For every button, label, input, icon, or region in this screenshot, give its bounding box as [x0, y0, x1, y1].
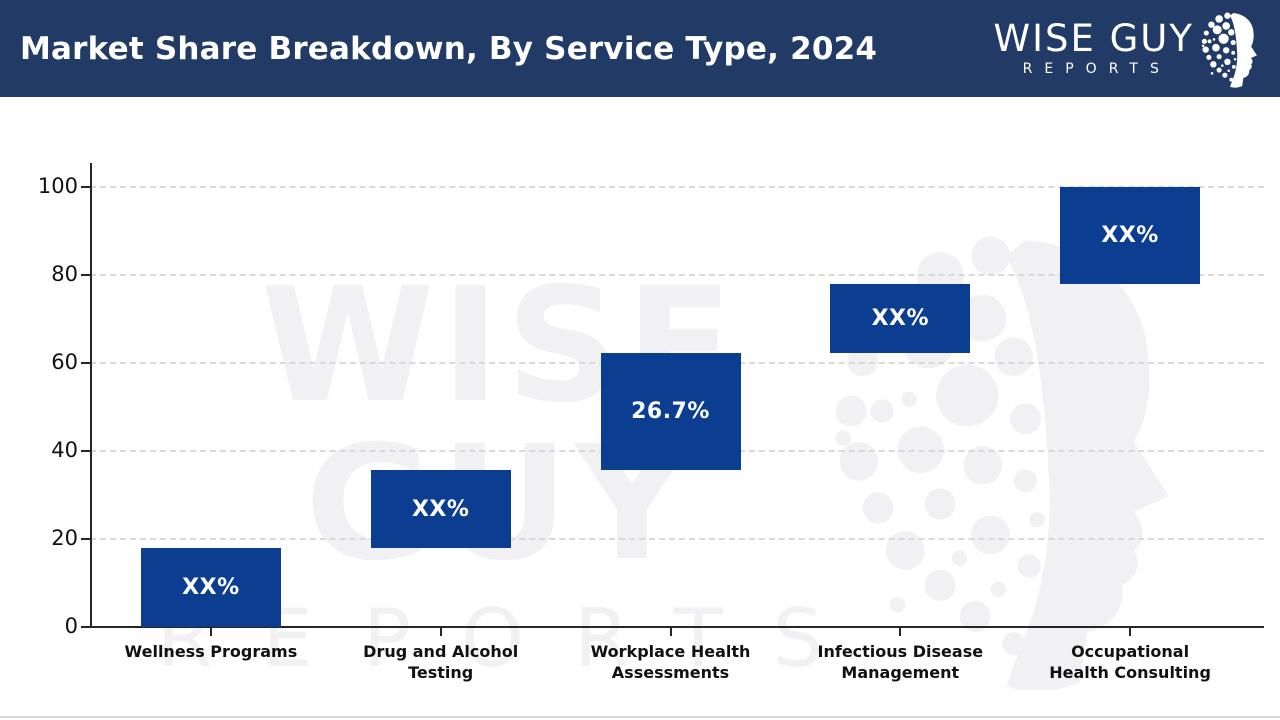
x-category-label-line: Drug and Alcohol	[363, 642, 519, 661]
header: Market Share Breakdown, By Service Type,…	[0, 0, 1280, 97]
bar: 26.7%	[600, 352, 741, 471]
x-category-label-line: Wellness Programs	[124, 642, 298, 661]
y-tick-label: 40	[51, 438, 78, 462]
gridline	[90, 186, 1264, 188]
x-tick-mark	[1129, 627, 1132, 636]
gridline	[90, 538, 1264, 540]
page-title: Market Share Breakdown, By Service Type,…	[20, 30, 878, 67]
x-tick-mark	[669, 627, 672, 636]
x-category-label-line: Infectious Disease	[817, 642, 984, 661]
x-category-label-line: Health Consulting	[1049, 663, 1211, 682]
y-tick-mark	[81, 450, 90, 452]
logo-face-icon	[1201, 12, 1257, 88]
x-category-label: Occupational Health Consulting	[1015, 641, 1245, 683]
bar: XX%	[1060, 187, 1201, 284]
x-axis-line	[90, 626, 1264, 628]
x-tick-mark	[899, 627, 902, 636]
bar: XX%	[140, 547, 281, 627]
x-category-label: Wellness Programs	[96, 641, 326, 662]
y-tick-label: 100	[37, 174, 78, 198]
x-tick-mark	[439, 627, 442, 636]
bar: XX%	[370, 470, 511, 548]
gridline	[90, 274, 1264, 276]
bar-value-label: XX%	[1101, 222, 1159, 248]
bar-value-label: XX%	[182, 574, 240, 600]
bar: XX%	[830, 283, 971, 353]
x-category-label-line: Management	[841, 663, 960, 682]
bar-value-label: XX%	[411, 496, 470, 522]
y-tick-mark	[81, 274, 90, 276]
logo-wordmark: WISE GUY	[993, 17, 1194, 60]
brand-logo: WISE GUY REPORTS	[994, 10, 1262, 88]
bar-value-label: XX%	[871, 305, 930, 331]
bar-value-label: 26.7%	[631, 399, 710, 425]
logo-text: WISE GUY REPORTS	[994, 20, 1194, 77]
x-category-label-line: Assessments	[611, 663, 730, 682]
y-tick-label: 80	[51, 262, 78, 286]
x-category-label: Workplace Health Assessments	[556, 641, 786, 683]
y-tick-label: 0	[64, 614, 78, 638]
plot-area: 0 20 40 60 80 100 XX% Wellness Programs XX% Drug …	[0, 97, 1280, 717]
y-tick-mark	[81, 538, 90, 540]
x-category-label: Drug and Alcohol Testing	[326, 641, 556, 683]
x-category-label-line: Occupational	[1071, 642, 1190, 661]
y-axis-line	[90, 163, 92, 628]
chart-area: WISE GUY REPORTS 020406080100XX%Wellness…	[0, 97, 1280, 717]
x-tick-mark	[209, 627, 212, 636]
y-tick-mark	[81, 626, 90, 628]
bottom-border-line	[0, 716, 1280, 718]
logo-subtext: REPORTS	[1022, 61, 1171, 77]
y-tick-mark	[81, 362, 90, 364]
x-category-label: Infectious Disease Management	[785, 641, 1015, 683]
x-category-label-line: Testing	[408, 663, 474, 682]
x-category-label-line: Workplace Health	[590, 642, 751, 661]
y-tick-label: 20	[51, 526, 78, 550]
y-tick-mark	[81, 186, 90, 188]
y-tick-label: 60	[51, 350, 78, 374]
